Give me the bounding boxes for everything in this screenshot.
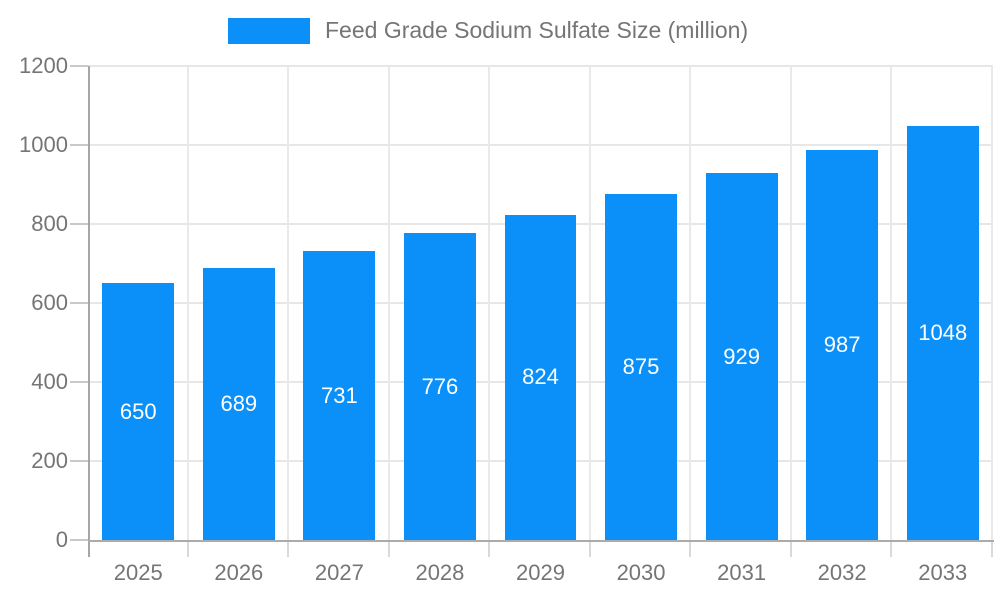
gridline-v — [186, 66, 189, 540]
gridline-v — [387, 66, 390, 540]
bar-value-label: 689 — [220, 390, 258, 416]
gridline-v — [588, 66, 591, 540]
y-tick-mark — [70, 539, 88, 541]
gridline-v — [488, 66, 491, 540]
gridline-v — [689, 66, 692, 540]
bar-value-label: 929 — [723, 343, 760, 369]
bar-2030[interactable]: 875 — [605, 194, 678, 540]
y-axis-label: 600 — [31, 290, 68, 315]
x-tick-mark — [689, 540, 692, 557]
bar-value-label: 875 — [622, 354, 660, 380]
y-tick-mark — [70, 223, 88, 225]
y-axis-label: 400 — [31, 369, 68, 394]
y-axis-label: 200 — [31, 448, 68, 473]
x-tick-mark — [991, 540, 993, 557]
gridline-v — [991, 66, 993, 540]
gridline-h — [88, 65, 993, 67]
x-axis-label: 2025 — [113, 560, 163, 585]
bar-2032[interactable]: 987 — [806, 150, 879, 540]
gridline-v — [890, 66, 893, 540]
x-axis-label: 2029 — [516, 560, 565, 585]
bar-2031[interactable]: 929 — [705, 173, 778, 540]
x-axis-line — [88, 540, 994, 542]
y-tick-mark — [70, 381, 88, 383]
x-axis-label: 2033 — [918, 560, 968, 585]
y-tick-mark — [70, 460, 88, 462]
legend[interactable]: Feed Grade Sodium Sulfate Size (million) — [228, 17, 748, 44]
y-axis-label: 1200 — [19, 53, 68, 78]
x-axis-label: 2031 — [717, 560, 767, 585]
x-axis-label: 2032 — [817, 560, 867, 585]
y-tick-mark — [70, 302, 88, 304]
x-tick-mark — [890, 540, 893, 557]
y-axis-label: 800 — [31, 211, 68, 236]
x-axis-label: 2030 — [616, 560, 666, 585]
y-axis-label: 0 — [55, 527, 68, 552]
y-axis-line — [88, 66, 90, 557]
x-tick-mark — [287, 540, 290, 557]
plot-area: 650 689 731 776 824 875 929 987 1048 — [88, 65, 993, 540]
x-tick-mark — [387, 540, 390, 557]
bar-value-label: 776 — [421, 373, 459, 399]
x-axis-label: 2026 — [214, 560, 264, 585]
legend-label: Feed Grade Sodium Sulfate Size (million) — [325, 17, 749, 43]
bar-value-label: 650 — [119, 398, 157, 424]
bar-value-label: 1048 — [918, 320, 968, 346]
x-tick-mark — [186, 540, 189, 557]
bar-value-label: 987 — [823, 332, 861, 358]
bar-2027[interactable]: 731 — [303, 251, 376, 540]
gridline-v — [789, 66, 792, 540]
bar-2026[interactable]: 689 — [202, 267, 275, 540]
x-tick-mark — [488, 540, 491, 557]
y-tick-mark — [70, 65, 88, 67]
bar-value-label: 731 — [321, 382, 358, 408]
bar-2029[interactable]: 824 — [504, 214, 577, 540]
x-tick-mark — [789, 540, 792, 557]
x-axis-label: 2028 — [415, 560, 465, 585]
gridline-v — [287, 66, 290, 540]
bar-2025[interactable]: 650 — [102, 283, 175, 540]
bar-2033[interactable]: 1048 — [906, 126, 979, 540]
x-tick-mark — [588, 540, 591, 557]
x-axis-label: 2027 — [314, 560, 364, 585]
gridline-h — [88, 144, 993, 146]
y-tick-mark — [70, 144, 88, 146]
bar-value-label: 824 — [522, 364, 559, 390]
bar-2028[interactable]: 776 — [403, 233, 476, 540]
y-axis-label: 1000 — [19, 132, 68, 157]
legend-swatch-icon — [228, 17, 310, 44]
